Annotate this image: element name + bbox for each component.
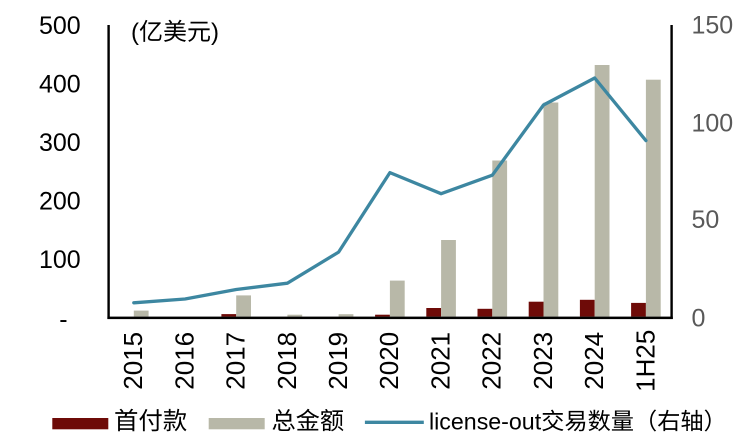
- svg-text:100: 100: [39, 246, 81, 274]
- svg-text:2021: 2021: [426, 332, 456, 390]
- svg-text:): ): [211, 19, 219, 46]
- svg-text:2016: 2016: [169, 332, 199, 390]
- svg-text:300: 300: [39, 129, 81, 157]
- svg-text:2019: 2019: [323, 332, 353, 390]
- svg-text:-: -: [59, 306, 67, 334]
- svg-text:500: 500: [39, 12, 81, 40]
- svg-text:150: 150: [692, 12, 734, 40]
- svg-text:1H25: 1H25: [630, 330, 660, 392]
- svg-text:2018: 2018: [272, 332, 302, 390]
- svg-text:2015: 2015: [118, 332, 148, 390]
- svg-text:2017: 2017: [221, 332, 251, 390]
- svg-text:2023: 2023: [528, 332, 558, 390]
- svg-text:0: 0: [692, 304, 706, 332]
- svg-text:license-out: license-out: [429, 408, 542, 434]
- svg-text:(: (: [131, 19, 139, 46]
- svg-text:2022: 2022: [477, 332, 507, 390]
- svg-text:2024: 2024: [579, 332, 609, 390]
- svg-text:200: 200: [39, 187, 81, 215]
- svg-text:2020: 2020: [374, 332, 404, 390]
- svg-text:100: 100: [692, 109, 734, 137]
- svg-text:400: 400: [39, 70, 81, 98]
- svg-text:50: 50: [692, 206, 720, 234]
